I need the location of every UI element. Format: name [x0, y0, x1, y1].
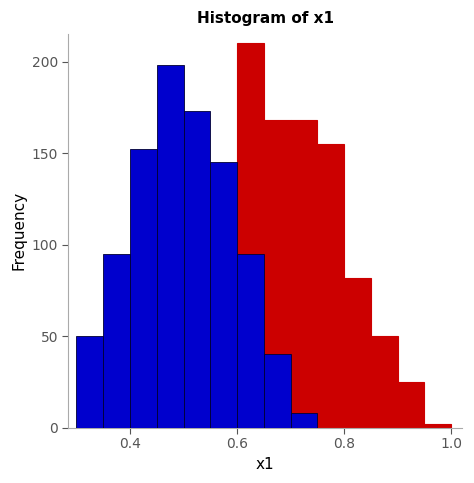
- Bar: [371, 336, 398, 427]
- Title: Histogram of x1: Histogram of x1: [197, 11, 334, 26]
- Bar: [424, 424, 451, 427]
- Bar: [291, 120, 318, 427]
- Bar: [237, 254, 264, 427]
- Bar: [398, 382, 424, 427]
- Bar: [76, 336, 103, 427]
- Bar: [344, 278, 371, 427]
- X-axis label: x1: x1: [256, 457, 274, 472]
- Y-axis label: Frequency: Frequency: [11, 191, 26, 270]
- Bar: [157, 65, 183, 427]
- Bar: [264, 120, 291, 427]
- Bar: [210, 162, 237, 427]
- Bar: [264, 355, 291, 427]
- Bar: [318, 144, 344, 427]
- Bar: [210, 181, 237, 427]
- Bar: [237, 43, 264, 427]
- Bar: [103, 254, 130, 427]
- Bar: [291, 413, 318, 427]
- Bar: [183, 111, 210, 427]
- Bar: [130, 150, 157, 427]
